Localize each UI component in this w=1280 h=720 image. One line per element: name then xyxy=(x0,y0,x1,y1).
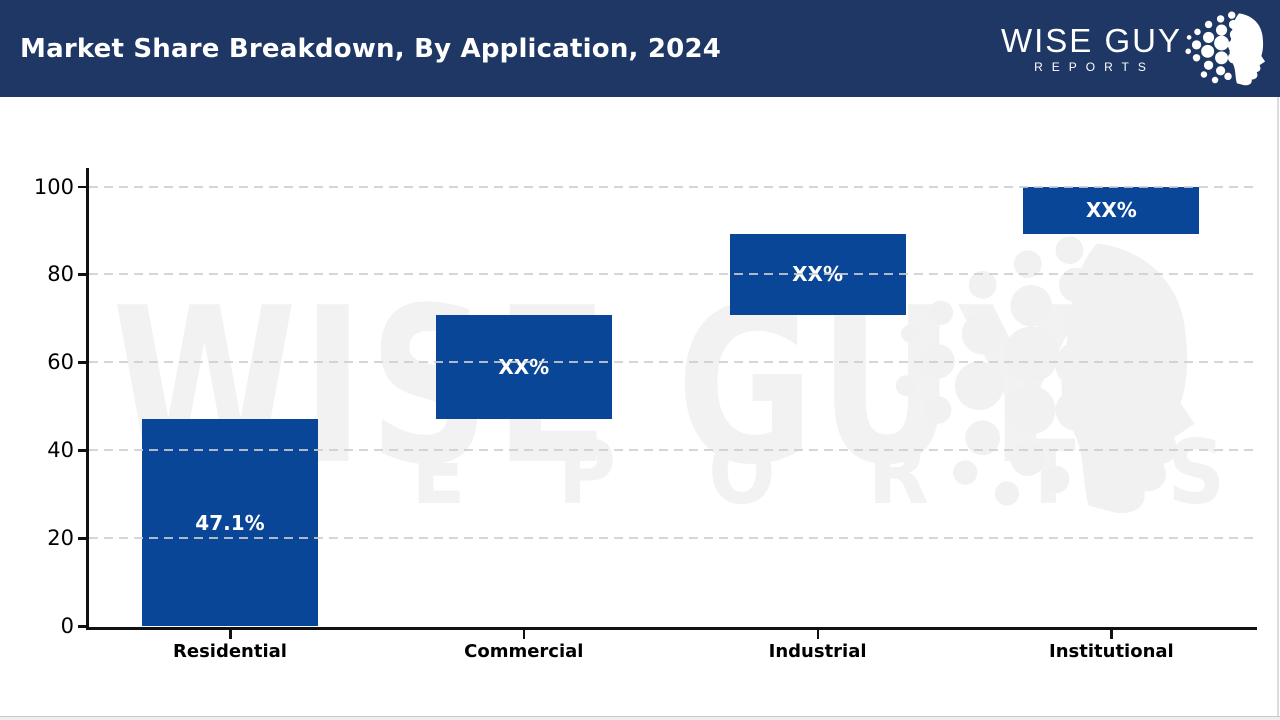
y-axis-line xyxy=(86,168,89,630)
y-tick-label: 20 xyxy=(47,526,74,551)
y-tick-label: 40 xyxy=(47,438,74,463)
y-tick-mark-60 xyxy=(78,361,87,364)
gridline-y-40 xyxy=(89,449,1255,452)
y-tick-label: 100 xyxy=(33,174,74,199)
bar-institutional: XX% xyxy=(1023,186,1200,234)
y-tick-label: 80 xyxy=(47,262,74,287)
y-tick-label: 60 xyxy=(47,350,74,375)
bar-value-label: 47.1% xyxy=(195,510,265,535)
bar-value-label: XX% xyxy=(498,355,550,380)
x-axis-label-institutional: Institutional xyxy=(1049,641,1174,662)
x-tick-mark-institutional xyxy=(1110,630,1113,639)
logo-wordmark: WISE GUY xyxy=(1000,21,1182,59)
y-tick-mark-40 xyxy=(78,449,87,452)
gridline-y-20 xyxy=(89,537,1255,540)
x-tick-mark-industrial xyxy=(816,630,820,639)
bar-residential: 47.1% xyxy=(142,419,318,626)
logo-subtitle: REPORTS xyxy=(1034,59,1155,74)
bar-value-label: XX% xyxy=(1085,198,1137,223)
chart-area: WISE GUY R E P O R T S 0 20 40 60 80 100 47.1%… xyxy=(0,97,1280,717)
x-axis-line xyxy=(86,627,1257,630)
gridline-y-60 xyxy=(89,361,1255,364)
y-tick-mark-80 xyxy=(78,273,87,276)
bar-commercial: XX% xyxy=(435,315,612,420)
wiseguy-head-icon xyxy=(1185,10,1266,85)
footer-bar xyxy=(0,716,1280,720)
y-tick-mark-100 xyxy=(78,185,87,189)
y-tick-label: 0 xyxy=(60,614,74,638)
x-tick-mark-residential xyxy=(229,630,232,639)
wiseguy-logo-text: WISE GUY REPORTS xyxy=(1001,24,1182,74)
plot-region: 0 20 40 60 80 100 47.1% XX% XX% XX% Residential Com… xyxy=(0,97,1280,717)
x-axis-label-industrial: Industrial xyxy=(768,641,867,662)
x-axis-label-residential: Residential xyxy=(173,641,287,662)
x-axis-label-commercial: Commercial xyxy=(464,641,584,662)
wiseguy-logo: WISE GUY REPORTS xyxy=(1001,9,1266,89)
header-bar: Market Share Breakdown, By Application, … xyxy=(0,0,1280,97)
y-tick-mark-20 xyxy=(78,537,87,540)
x-tick-mark-commercial xyxy=(522,630,526,639)
gridline-y-100 xyxy=(89,185,1255,188)
y-tick-mark-0 xyxy=(78,625,87,628)
page-title: Market Share Breakdown, By Application, … xyxy=(20,33,722,64)
right-edge-line xyxy=(1277,97,1279,717)
gridline-y-80 xyxy=(89,273,1255,276)
